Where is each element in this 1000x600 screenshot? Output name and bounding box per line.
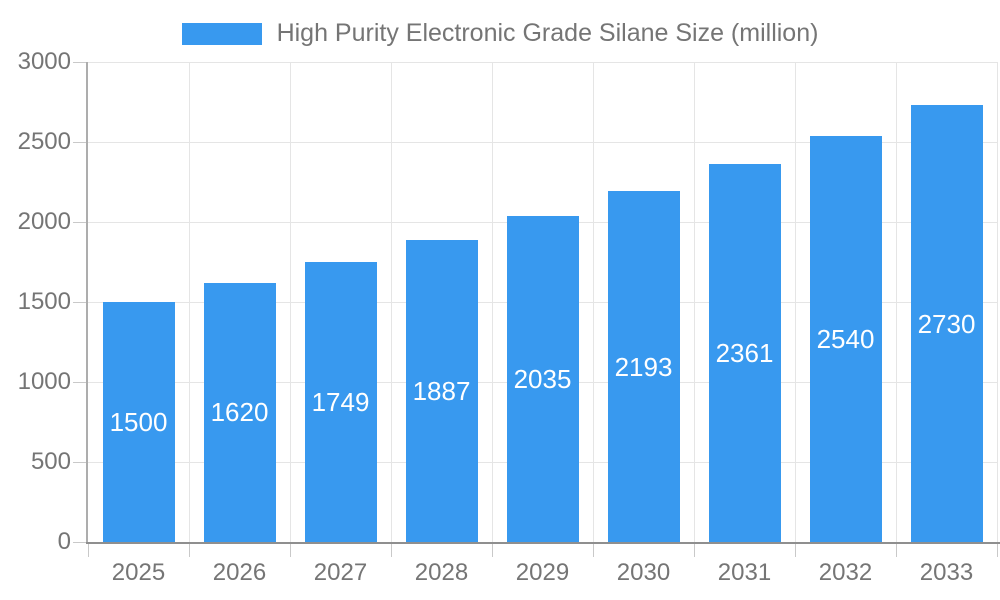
x-tick — [896, 542, 897, 557]
v-gridline — [795, 62, 796, 542]
x-tick — [795, 542, 796, 557]
v-gridline — [189, 62, 190, 542]
x-tick-label: 2027 — [313, 559, 368, 586]
y-axis-line — [86, 62, 88, 544]
x-tick-label: 2031 — [717, 559, 772, 586]
y-tick-label: 1000 — [17, 368, 71, 395]
y-tick-label: 0 — [57, 528, 71, 555]
bar[interactable] — [809, 135, 882, 542]
y-tick — [73, 62, 88, 63]
x-tick — [290, 542, 291, 557]
x-tick — [694, 542, 695, 557]
bar-value-label: 2730 — [917, 308, 976, 339]
x-tick-label: 2032 — [818, 559, 873, 586]
x-tick — [492, 542, 493, 557]
bar-value-label: 1620 — [210, 397, 269, 428]
bar-value-label: 2193 — [614, 351, 673, 382]
y-tick — [73, 542, 88, 543]
bar-value-label: 2035 — [513, 364, 572, 395]
h-gridline — [88, 142, 997, 143]
x-tick-label: 2025 — [111, 559, 166, 586]
x-tick — [593, 542, 594, 557]
bar[interactable] — [607, 191, 680, 542]
v-gridline — [593, 62, 594, 542]
bar-value-label: 2361 — [715, 338, 774, 369]
h-gridline — [88, 62, 997, 63]
y-tick-label: 1500 — [17, 288, 71, 315]
x-tick-label: 2033 — [919, 559, 974, 586]
y-tick-label: 2000 — [17, 208, 71, 235]
bar-value-label: 1749 — [311, 387, 370, 418]
y-tick — [73, 462, 88, 463]
x-tick-label: 2029 — [515, 559, 570, 586]
y-tick — [73, 142, 88, 143]
legend-swatch[interactable] — [181, 22, 262, 45]
x-axis-line — [86, 542, 1000, 544]
x-tick — [391, 542, 392, 557]
bar[interactable] — [506, 216, 579, 542]
v-gridline — [391, 62, 392, 542]
x-tick-label: 2028 — [414, 559, 469, 586]
bar-value-label: 1500 — [109, 407, 168, 437]
x-tick — [88, 542, 89, 557]
x-tick — [189, 542, 190, 557]
y-tick — [73, 302, 88, 303]
bar[interactable] — [910, 105, 983, 542]
y-tick-label: 500 — [30, 448, 71, 475]
legend: High Purity Electronic Grade Silane Size… — [0, 19, 1000, 48]
bar[interactable] — [304, 262, 377, 542]
bar[interactable] — [102, 302, 175, 542]
bar[interactable] — [405, 240, 478, 542]
y-tick — [73, 382, 88, 383]
legend-label[interactable]: High Purity Electronic Grade Silane Size… — [276, 19, 819, 47]
v-gridline — [997, 62, 998, 542]
y-tick-label: 2500 — [17, 128, 71, 155]
bar[interactable] — [203, 282, 276, 542]
v-gridline — [492, 62, 493, 542]
v-gridline — [896, 62, 897, 542]
v-gridline — [290, 62, 291, 542]
y-tick-label: 3000 — [17, 48, 71, 75]
bar-value-label: 1887 — [412, 376, 471, 407]
x-tick — [997, 542, 998, 557]
y-tick — [73, 222, 88, 223]
v-gridline — [694, 62, 695, 542]
x-tick-label: 2030 — [616, 559, 671, 586]
x-tick-label: 2026 — [212, 559, 267, 586]
bar-value-label: 2540 — [816, 323, 875, 354]
bar[interactable] — [708, 164, 781, 542]
